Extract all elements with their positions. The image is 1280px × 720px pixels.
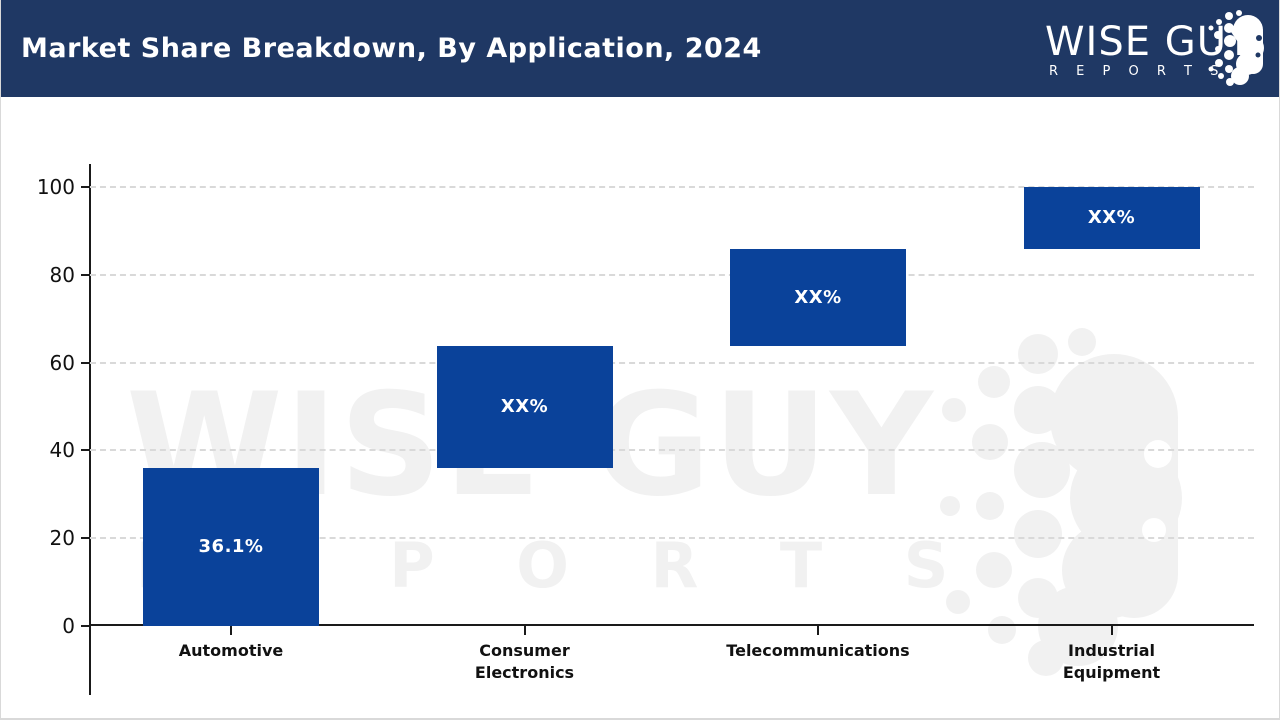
x-category-label-industrial-equipment: Industrial Equipment: [1062, 641, 1161, 682]
y-tick-label-40: 40: [49, 438, 75, 463]
y-tickmark-100: [81, 186, 90, 188]
dotted-face-icon: [1208, 10, 1264, 86]
y-tick-label-80: 80: [49, 262, 75, 287]
y-tickmark-0: [81, 625, 90, 627]
x-tickmark-telecommunications: [817, 626, 819, 635]
x-category-label-automotive: Automotive: [178, 641, 284, 660]
logo-wordmark: WISE GUY: [1045, 19, 1253, 65]
x-category-label-telecommunications: Telecommunications: [726, 641, 910, 660]
y-tickmark-20: [81, 537, 90, 540]
x-tickmark-automotive: [230, 626, 232, 635]
x-category-label-consumer-electronics: Consumer Electronics: [474, 641, 575, 682]
bar-consumer-electronics: XX%: [436, 346, 613, 468]
y-tick-label-20: 20: [49, 526, 75, 551]
logo-subtitle: R E P O R T S: [1049, 64, 1226, 79]
y-axis-spine: [89, 164, 91, 695]
wise-guy-logo: WISE GUY R E P O R T S: [1017, 8, 1267, 90]
x-tickmark-consumer-electronics: [523, 626, 526, 635]
header-band: Market Share Breakdown, By Application, …: [1, 0, 1279, 97]
gridline-y-20: [90, 537, 1254, 540]
y-tickmark-60: [81, 361, 90, 364]
bar-automotive: 36.1%: [143, 467, 319, 626]
y-tickmark-80: [81, 273, 90, 276]
gridline-y-80: [90, 273, 1254, 276]
bar-value-label: XX%: [794, 287, 842, 309]
gridline-y-100: [90, 186, 1254, 188]
x-axis-spine: [89, 624, 1254, 626]
y-tick-label-100: 100: [36, 175, 75, 199]
chart-area: WISE GUY R E P O R T S 0 20 40 60 80 100 36.1%…: [1, 97, 1279, 718]
gridline-y-60: [90, 361, 1254, 364]
y-tick-label-60: 60: [49, 350, 75, 375]
y-tick-label-0: 0: [62, 614, 75, 638]
page-title: Market Share Breakdown, By Application, …: [21, 33, 762, 64]
y-tickmark-40: [81, 449, 90, 452]
bar-telecommunications: XX%: [730, 248, 906, 347]
bar-industrial-equipment: XX%: [1023, 187, 1200, 249]
bar-value-label: XX%: [500, 396, 549, 418]
watermark-dotted-face-icon: [940, 328, 1182, 676]
wise-guy-logo-text: WISE GUY R E P O R T S: [1045, 22, 1252, 79]
bar-value-label: 36.1%: [198, 536, 264, 558]
x-tickmark-industrial-equipment: [1110, 626, 1113, 635]
bar-value-label: XX%: [1087, 207, 1136, 229]
gridline-y-40: [90, 449, 1254, 452]
